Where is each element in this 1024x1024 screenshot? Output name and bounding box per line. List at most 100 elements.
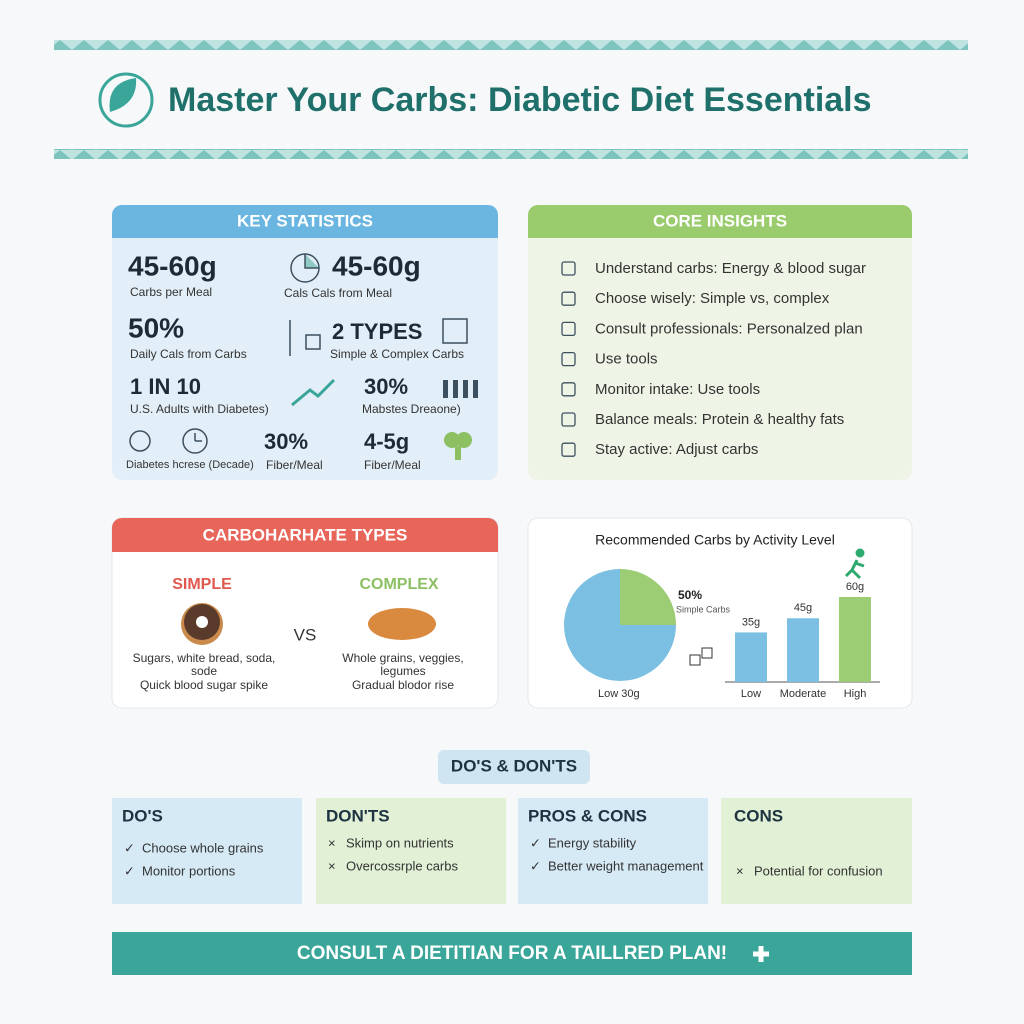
card — [721, 798, 912, 904]
insight-icon — [561, 321, 576, 337]
chart-title: Recommended Carbs by Activity Level — [595, 532, 835, 548]
footer-bar — [112, 932, 912, 975]
category-label: Low — [741, 688, 761, 700]
bullet: ✓ — [530, 858, 541, 873]
panel-title: CARBOHARHATE TYPES — [203, 525, 408, 544]
stat-value: 30% — [264, 429, 308, 454]
card-item: Overcossrple carbs — [346, 858, 458, 873]
bullet: ✓ — [124, 840, 135, 855]
bar — [839, 597, 871, 682]
card — [316, 798, 506, 904]
stat-label: Fiber/Meal — [364, 458, 421, 472]
bullet: × — [736, 863, 744, 878]
donut-icon — [181, 603, 223, 645]
panel-title: KEY STATISTICS — [237, 211, 373, 230]
card-item: Choose whole grains — [142, 840, 264, 855]
bread-icon — [368, 608, 436, 640]
bullet: × — [328, 835, 336, 850]
card-item: Better weight management — [548, 858, 704, 873]
vs: VS — [294, 625, 317, 644]
panel-header — [528, 205, 912, 238]
stat-value: 4-5g — [364, 429, 409, 454]
value-label: 60g — [846, 581, 864, 593]
insight-icon — [561, 442, 576, 457]
stat-value: 45-60g — [128, 250, 217, 281]
card-title: DON'TS — [326, 806, 390, 825]
insight: Understand carbs: Energy & blood sugar — [595, 260, 866, 277]
stat-value: 1 IN 10 — [130, 374, 201, 399]
annotation: Simple Carbs — [676, 604, 731, 614]
icon — [129, 253, 468, 454]
title: Master Your Carbs: Diabetic Diet Essenti… — [168, 81, 872, 119]
stat-label: Diabetes hcrese (Decade) — [126, 459, 254, 471]
panel — [112, 205, 498, 480]
value-label: 45g — [794, 602, 812, 614]
insight-icon — [561, 261, 576, 276]
stat-label: Cals Cals from Meal — [284, 286, 392, 300]
stat-label: Carbs per Meal — [130, 285, 212, 299]
runner-icon — [844, 548, 865, 580]
bullet: ✓ — [530, 835, 541, 850]
insight: Stay active: Adjust carbs — [595, 441, 758, 458]
stripe — [54, 40, 968, 50]
category-label: High — [844, 688, 867, 700]
insight-icon — [561, 351, 576, 367]
broccoli-icon — [444, 432, 472, 460]
bullet: ✓ — [124, 863, 135, 878]
bullet: × — [328, 858, 336, 873]
panel-header — [112, 518, 498, 552]
type-desc: Sugars, white bread, soda, — [133, 651, 276, 665]
panel-header — [112, 205, 498, 238]
card-title: PROS & CONS — [528, 806, 647, 825]
card-item: Monitor portions — [142, 863, 236, 878]
people-icon — [443, 380, 478, 398]
stat-label: Mabstes Dreaone) — [362, 402, 461, 416]
insight: Consult professionals: Personalzed plan — [595, 320, 863, 337]
pie-slice — [620, 569, 676, 625]
footer-text: CONSULT A DIETITIAN FOR A TAILLRED PLAN! — [297, 943, 727, 964]
panel — [528, 205, 912, 480]
card-title: DO'S — [122, 806, 163, 825]
type-desc: legumes — [380, 664, 425, 678]
annotation: 50% — [678, 588, 702, 602]
annotation: Low 30g — [598, 688, 640, 700]
card-title: CONS — [734, 806, 783, 825]
stat-label: Fiber/Meal — [266, 458, 323, 472]
card-item: Potential for confusion — [754, 863, 883, 878]
insight: Balance meals: Protein & healthy fats — [595, 411, 844, 428]
stat-value: 45-60g — [332, 250, 421, 281]
value-label: 35g — [742, 616, 760, 628]
insight-icon — [561, 382, 576, 397]
card — [112, 798, 302, 904]
insight-icon — [561, 291, 576, 306]
panel-title: CORE INSIGHTS — [653, 211, 787, 230]
cubes-icon — [689, 647, 713, 666]
pill — [438, 750, 590, 784]
stat-value: 2 TYPES — [332, 319, 422, 344]
type-name: COMPLEX — [359, 576, 438, 593]
type-effect: Quick blood sugar spike — [140, 678, 268, 692]
insight: Monitor intake: Use tools — [595, 381, 760, 398]
stripe — [54, 149, 968, 159]
bar — [735, 632, 767, 682]
card-item: Energy stability — [548, 835, 637, 850]
plus-icon — [753, 946, 769, 962]
insight-icon — [561, 412, 576, 427]
stat-value: 50% — [128, 312, 184, 343]
insight: Choose wisely: Simple vs, complex — [595, 290, 830, 307]
card-item: Skimp on nutrients — [346, 835, 454, 850]
stat-label: Daily Cals from Carbs — [130, 347, 247, 361]
card — [518, 798, 708, 904]
category-label: Moderate — [780, 688, 826, 700]
stat-label: Simple & Complex Carbs — [330, 347, 464, 361]
content: Master Your Carbs: Diabetic Diet Essenti… — [122, 81, 883, 964]
section-title: DO'S & DON'TS — [451, 756, 577, 775]
stat-value: 30% — [364, 374, 408, 399]
stat-label: U.S. Adults with Diabetes) — [130, 402, 269, 416]
logo — [98, 72, 154, 128]
type-desc: Whole grains, veggies, — [342, 651, 463, 665]
pie-slice — [564, 569, 676, 681]
bar — [787, 618, 819, 682]
insight: Use tools — [595, 351, 658, 368]
